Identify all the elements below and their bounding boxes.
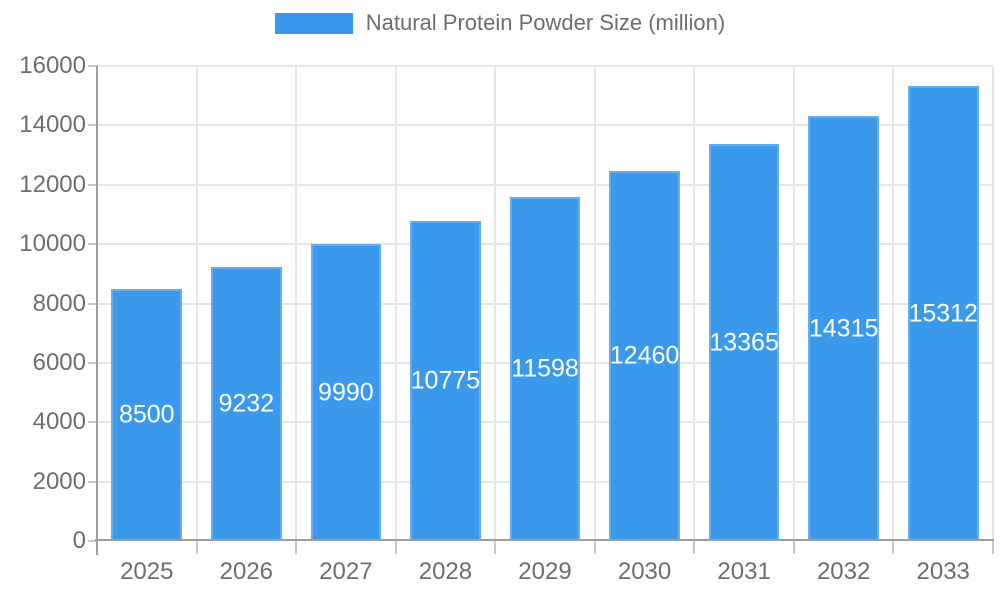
x-axis-tick — [394, 541, 397, 554]
y-axis-tick — [88, 480, 97, 483]
bar-value-label: 10775 — [410, 366, 481, 395]
y-axis-label: 16000 — [19, 52, 86, 79]
x-axis-label-2030: 2030 — [617, 558, 672, 585]
x-axis-label-2029: 2029 — [518, 558, 572, 585]
x-axis-label-2028: 2028 — [418, 558, 473, 585]
bar-2027[interactable]: 9990 — [310, 244, 382, 541]
gridline-vertical — [394, 66, 397, 541]
y-axis-label: 14000 — [19, 111, 86, 139]
y-axis-label: 0 — [72, 527, 86, 554]
y-axis-label: 6000 — [32, 348, 86, 376]
gridline-vertical — [195, 66, 198, 541]
bar-2028[interactable]: 10775 — [410, 221, 481, 541]
x-axis-label-2025: 2025 — [120, 558, 174, 585]
bar-2025[interactable]: 8500 — [111, 288, 183, 541]
y-axis-tick — [88, 124, 97, 127]
y-axis-tick — [88, 243, 97, 246]
x-axis-tick — [693, 541, 696, 554]
bar-value-label: 9232 — [218, 389, 275, 418]
y-axis-tick — [88, 421, 97, 424]
bar-value-label: 15312 — [908, 299, 978, 328]
gridline-horizontal — [97, 183, 993, 186]
x-axis-tick — [992, 541, 994, 554]
bar-value-label: 12460 — [609, 341, 680, 370]
bar-value-label: 14315 — [808, 314, 879, 343]
legend-item[interactable]: Natural Protein Powder Size (million) — [0, 0, 1000, 46]
x-axis-tick — [195, 541, 198, 554]
y-axis-tick — [88, 302, 97, 305]
y-axis-label: 12000 — [19, 170, 86, 198]
x-axis-label-2026: 2026 — [219, 558, 274, 585]
y-axis-line — [96, 66, 98, 555]
x-axis-label-2027: 2027 — [319, 558, 373, 585]
y-axis-label: 10000 — [19, 230, 86, 258]
x-axis-tick — [593, 541, 596, 554]
bar-2029[interactable]: 11598 — [509, 196, 581, 541]
x-axis-label-2031: 2031 — [717, 558, 771, 585]
y-axis-labels: 0 2000 4000 6000 8000 10000 12000 14000 16000 — [0, 52, 86, 554]
bar-2030[interactable]: 12460 — [609, 171, 680, 541]
y-axis-tick — [88, 183, 97, 186]
bar-2033[interactable]: 15312 — [907, 86, 979, 541]
x-axis-tick — [494, 541, 497, 554]
x-axis-line — [95, 539, 994, 541]
y-axis-tick — [88, 361, 97, 364]
gridline-vertical — [792, 66, 795, 541]
y-axis-tick — [88, 540, 97, 542]
gridline-vertical — [992, 66, 994, 541]
bar-value-label: 13365 — [709, 328, 779, 357]
gridline-vertical — [693, 66, 696, 541]
y-axis-label: 2000 — [32, 467, 86, 495]
plot-area: 8500 9232 9990 10775 11598 12460 13365 14315 153… — [88, 65, 994, 555]
gridline-vertical — [593, 66, 596, 541]
x-axis-label-2032: 2032 — [816, 558, 871, 585]
bar-value-label: 11598 — [511, 354, 579, 383]
gridline-vertical — [892, 66, 895, 541]
x-axis-label-2033: 2033 — [916, 558, 970, 585]
bar-2032[interactable]: 14315 — [808, 116, 879, 541]
x-axis-tick — [892, 541, 895, 554]
x-axis-tick — [295, 541, 298, 554]
bar-2026[interactable]: 9232 — [210, 266, 282, 541]
bar-value-label: 9990 — [318, 378, 374, 407]
x-axis-tick — [792, 541, 795, 554]
x-axis-labels: 2025 2026 2027 2028 2029 2030 2031 2032 2033 — [97, 541, 993, 600]
y-axis-tick — [88, 65, 97, 67]
gridline-horizontal — [97, 124, 993, 127]
y-axis-label: 8000 — [32, 289, 86, 317]
legend-label: Natural Protein Powder Size (million) — [365, 10, 726, 35]
gridline-vertical — [295, 66, 298, 541]
bar-value-label: 8500 — [118, 400, 175, 429]
bar-2031[interactable]: 13365 — [708, 144, 780, 541]
gridline-vertical — [494, 66, 497, 541]
gridline-horizontal — [97, 65, 993, 67]
legend-swatch — [274, 12, 353, 34]
y-axis-label: 4000 — [32, 408, 86, 436]
